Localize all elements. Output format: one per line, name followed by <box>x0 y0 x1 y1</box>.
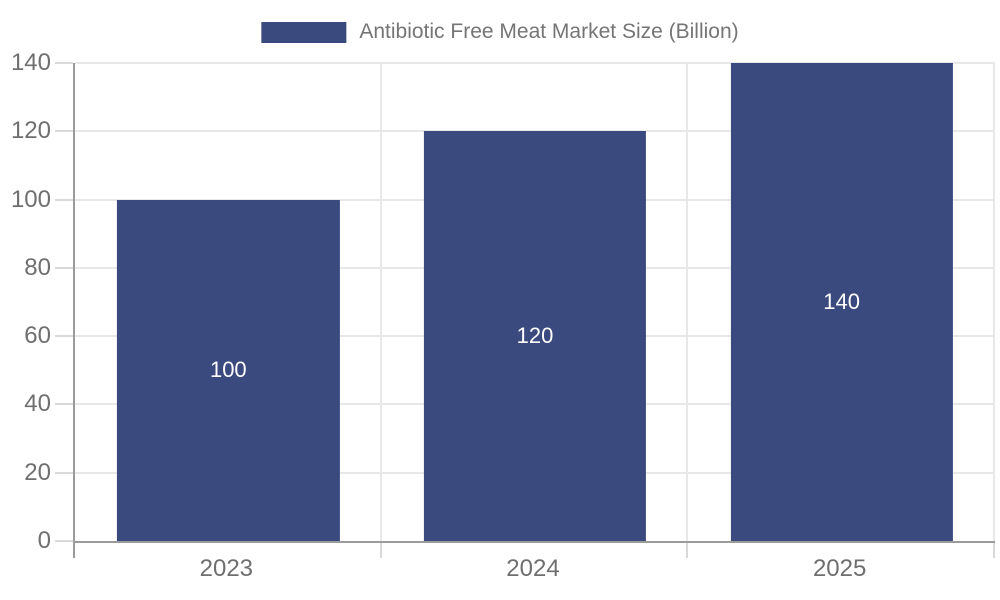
legend-item[interactable]: Antibiotic Free Meat Market Size (Billio… <box>261 20 739 44</box>
y-tick-label-0: 0 <box>37 527 51 554</box>
y-tick-label-40: 40 <box>24 390 51 418</box>
x-axis-tick-labels: 2023 2024 2025 <box>73 555 993 585</box>
y-tick-label-140: 140 <box>10 49 51 76</box>
y-tick-mark-0 <box>55 540 73 542</box>
y-tick-mark-40 <box>55 403 73 406</box>
y-tick-label-120: 120 <box>10 117 51 145</box>
x-tick-label-2023: 2023 <box>199 555 254 582</box>
y-tick-mark-80 <box>55 266 73 269</box>
gridline-x-2 <box>686 63 689 541</box>
y-tick-mark-100 <box>55 198 73 201</box>
x-tick-mark-1 <box>379 543 382 558</box>
gridline-y-140 <box>75 62 995 64</box>
y-tick-mark-120 <box>55 130 73 133</box>
plot-area: 100 120 140 <box>55 62 995 558</box>
y-tick-label-60: 60 <box>24 322 51 350</box>
x-tick-mark-0 <box>73 543 75 558</box>
legend-swatch-icon <box>261 21 347 43</box>
gridline-x-1 <box>379 63 382 541</box>
bar-2023: 100 <box>117 199 340 541</box>
x-tick-mark-3 <box>993 543 995 558</box>
y-tick-label-100: 100 <box>10 185 51 213</box>
bar-value-label-2025: 140 <box>823 289 861 314</box>
bar-2025: 140 <box>730 63 953 541</box>
y-tick-mark-60 <box>55 335 73 338</box>
bar-value-label-2024: 120 <box>516 323 554 349</box>
bar-value-label-2023: 100 <box>209 357 247 383</box>
y-tick-label-20: 20 <box>24 458 51 486</box>
y-tick-label-80: 80 <box>24 253 51 281</box>
x-tick-mark-2 <box>686 543 689 558</box>
y-axis-tick-labels: 0 20 40 60 80 100 120 140 <box>0 49 51 554</box>
y-tick-mark-140 <box>55 62 73 64</box>
gridline-x-3 <box>993 63 995 541</box>
x-tick-label-2025: 2025 <box>812 555 867 582</box>
x-tick-label-2024: 2024 <box>506 555 560 582</box>
y-tick-mark-20 <box>55 471 73 474</box>
legend-label: Antibiotic Free Meat Market Size (Billio… <box>359 20 739 43</box>
bar-2024: 120 <box>423 131 647 541</box>
